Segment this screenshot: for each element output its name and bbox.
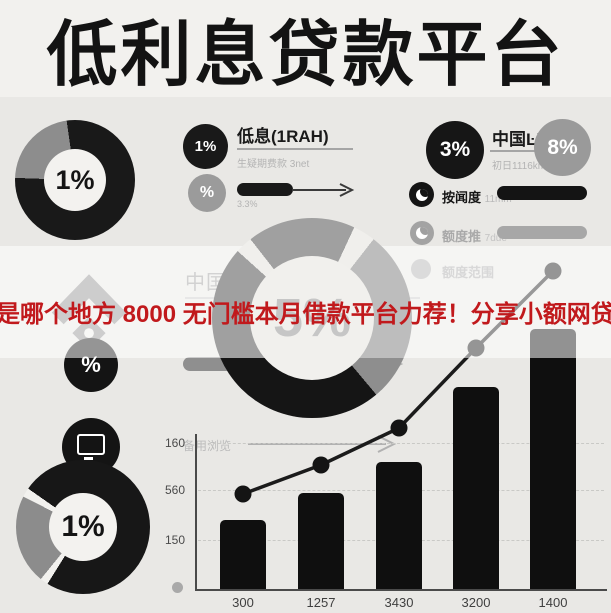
low-interest-badge: 1% [183,124,228,169]
y-axis [195,434,197,591]
bar [376,462,422,589]
china-subtext: 初日1116km [492,161,547,172]
y-tick: 150 [164,533,185,547]
percent-badge-secondary: % [188,174,226,212]
bar [298,493,344,589]
donut-top-left-value: 1% [55,164,95,195]
half-moon-icon-gray [410,221,434,245]
banner-headline: 是哪个地方 8000 无门槛本月借款平台力荐！分享小额网贷口子8000元 [0,301,611,328]
bar [453,387,499,589]
rate-note: 3.3% [237,199,258,209]
arrow-right-icon [292,183,355,197]
origin-dot-icon [172,582,183,593]
row1-sub: 11mm [484,194,512,205]
divider [237,148,353,150]
donut-top-left: 1% [15,120,135,240]
half-moon-icon [409,182,434,207]
x-tick: 3200 [461,595,491,610]
half-moon-glyph [415,188,428,201]
donut-bottom-left-value: 1% [61,510,105,543]
line-point [234,485,252,503]
title-bar: 低利息贷款平台 [0,0,611,97]
progress-pill-dark [237,183,293,196]
row1-label: 按闻度 11mm [442,190,512,205]
row2-label: 额度推 7due [442,229,507,244]
donut-bottom-left: 1% [16,460,150,594]
arrow-right-icon [248,435,397,453]
line-point [312,456,330,474]
y-tick: 160 [164,436,185,450]
low-interest-heading: 低息(1RAH) [237,127,329,146]
x-tick: 1400 [538,595,568,610]
x-axis [195,589,607,591]
bar [220,520,266,589]
row1-bar [497,186,587,200]
china-badge-primary: 3% [426,121,484,179]
monitor-icon [77,433,105,460]
x-tick: 3430 [384,595,414,610]
bar [530,329,576,589]
x-tick: 300 [232,595,254,610]
china-badge-secondary: 8% [534,119,591,176]
half-moon-glyph [416,227,428,239]
page-title: 低利息贷款平台 [46,15,565,95]
row2-sub: 7due [484,233,507,244]
low-interest-subtext: 生疑期费款 3net [237,159,310,170]
y-tick: 560 [164,483,185,497]
row2-bar [497,226,587,239]
x-tick: 1257 [306,595,336,610]
browser-row-label: 备用浏览 [183,439,232,453]
